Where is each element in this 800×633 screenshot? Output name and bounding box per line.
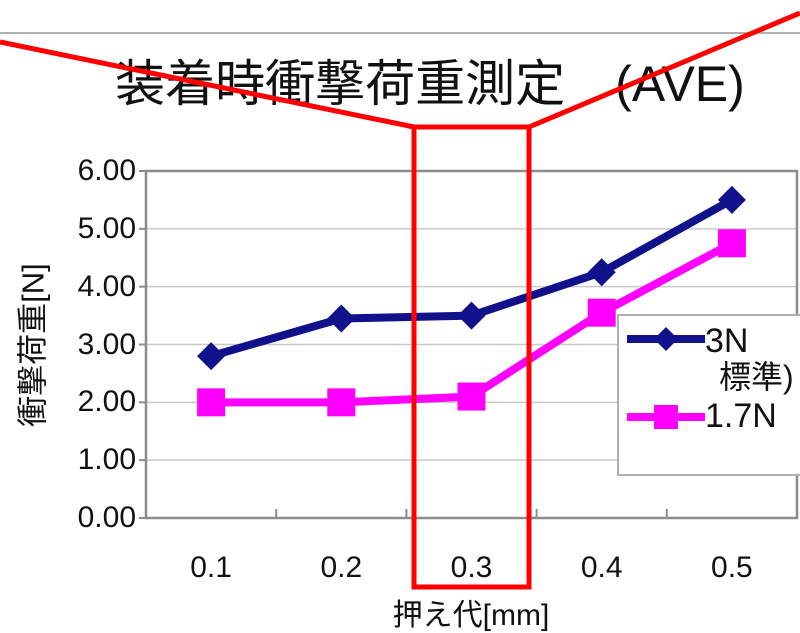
y-tick-label: 6.00 bbox=[77, 154, 136, 187]
y-axis-title: 衝撃荷重[N] bbox=[15, 263, 51, 427]
legend-square-marker bbox=[654, 405, 678, 429]
y-tick-label: 4.00 bbox=[77, 269, 136, 303]
data-point-1.7N-0.4 bbox=[587, 298, 616, 327]
top-divider-line bbox=[0, 32, 800, 34]
chart-title: 装着時衝撃荷重測定 (AVE) bbox=[115, 56, 745, 112]
y-tick-label: 2.00 bbox=[77, 385, 136, 419]
legend-sample-3n bbox=[627, 327, 705, 351]
legend-label-3n-line2: 標準) bbox=[719, 359, 794, 395]
data-point-3N（標準)-0.4 bbox=[587, 258, 616, 287]
data-point-1.7N-0.5 bbox=[717, 229, 746, 258]
x-axis-title: 押え代[mm] bbox=[392, 599, 550, 632]
x-tick-label: 0.5 bbox=[711, 551, 753, 584]
legend-label-3n: 3N bbox=[705, 322, 749, 360]
data-point-3N（標準)-0.1 bbox=[197, 342, 226, 371]
y-tick-label: 3.00 bbox=[77, 327, 136, 361]
x-tick-label: 0.3 bbox=[450, 551, 493, 584]
x-tick-label: 0.2 bbox=[320, 551, 363, 584]
data-point-3N（標準)-0.3 bbox=[457, 301, 486, 330]
data-point-1.7N-0.2 bbox=[327, 388, 356, 417]
legend-label-1-7n: 1.7N bbox=[705, 397, 777, 435]
data-point-3N（標準)-0.5 bbox=[717, 185, 746, 214]
y-tick-label: 1.00 bbox=[77, 443, 136, 477]
data-point-3N（標準)-0.2 bbox=[327, 304, 356, 333]
legend: 3N 標準) 1.7N bbox=[617, 314, 800, 476]
x-tick-label: 0.1 bbox=[190, 551, 232, 584]
y-tick-label: 5.00 bbox=[77, 211, 136, 245]
x-tick-label: 0.4 bbox=[580, 551, 623, 584]
data-point-1.7N-0.3 bbox=[457, 382, 486, 411]
legend-sample-1-7n bbox=[627, 405, 705, 429]
legend-diamond-marker bbox=[654, 327, 678, 351]
y-tick-label: 0.00 bbox=[77, 501, 136, 534]
data-point-1.7N-0.1 bbox=[197, 388, 226, 417]
